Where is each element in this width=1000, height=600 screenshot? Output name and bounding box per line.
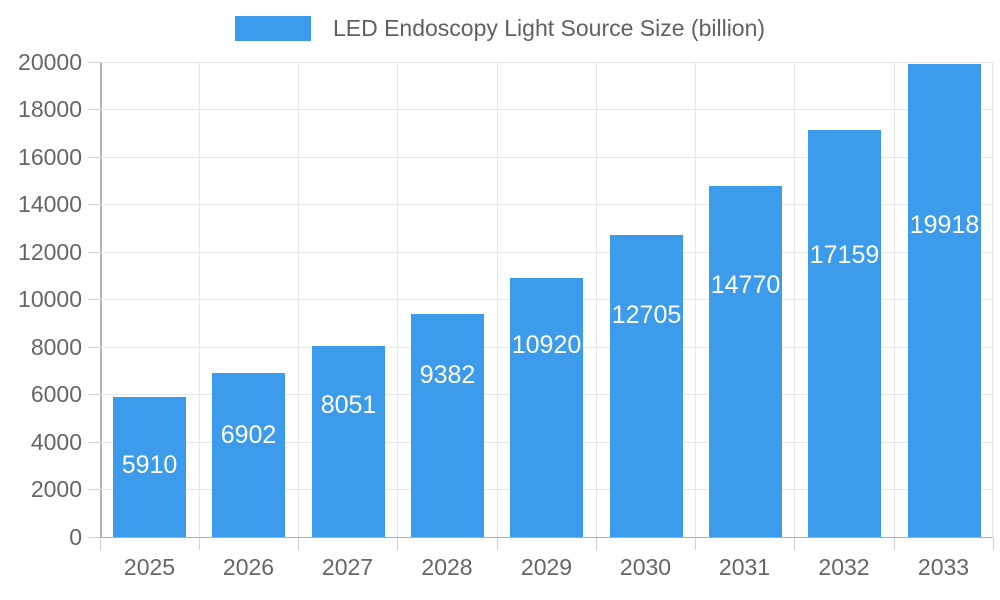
- bar-value-2027: 8051: [320, 391, 377, 419]
- ytick-label-6000: 6000: [30, 381, 82, 407]
- gridline-v-6: [695, 62, 696, 537]
- bar-2033[interactable]: [908, 64, 981, 537]
- bar-value-2028: 9382: [419, 361, 476, 389]
- xtick-label-2029: 2029: [520, 554, 573, 580]
- bar-2026[interactable]: [212, 373, 285, 537]
- bar-value-2031: 14770: [710, 271, 781, 299]
- ytick-mark-6000: [88, 394, 100, 395]
- gridline-v-4: [497, 62, 498, 537]
- xtick-mark-3: [397, 538, 398, 550]
- gridline-v-5: [596, 62, 597, 537]
- ytick-mark-16000: [88, 157, 100, 158]
- ytick-mark-20000: [88, 62, 100, 63]
- xtick-label-2033: 2033: [917, 554, 970, 580]
- xtick-mark-5: [596, 538, 597, 550]
- ytick-mark-4000: [88, 442, 100, 443]
- xtick-label-2031: 2031: [718, 554, 771, 580]
- xtick-mark-1: [199, 538, 200, 550]
- legend-label: LED Endoscopy Light Source Size (billion…: [332, 14, 766, 41]
- gridline-v-1: [199, 62, 200, 537]
- gridline-h-14000: [100, 204, 993, 205]
- ytick-mark-8000: [88, 347, 100, 348]
- chart-legend: LED Endoscopy Light Source Size (billion…: [0, 0, 1000, 56]
- ytick-label-14000: 14000: [18, 191, 82, 217]
- bar-2031[interactable]: [709, 186, 782, 537]
- xtick-mark-7: [794, 538, 795, 550]
- ytick-label-16000: 16000: [18, 144, 82, 170]
- ytick-mark-18000: [88, 109, 100, 110]
- bar-value-2026: 6902: [220, 421, 277, 449]
- xtick-label-2027: 2027: [321, 554, 374, 580]
- ytick-label-18000: 18000: [18, 96, 82, 122]
- xtick-label-2028: 2028: [421, 554, 473, 580]
- xtick-mark-2: [298, 538, 299, 550]
- bar-2025[interactable]: [113, 397, 186, 537]
- gridline-v-8: [894, 62, 895, 537]
- ytick-mark-14000: [88, 204, 100, 205]
- xtick-mark-6: [695, 538, 696, 550]
- ytick-mark-0: [88, 537, 100, 538]
- gridline-v-2: [298, 62, 299, 537]
- xtick-label-2026: 2026: [222, 554, 275, 580]
- bar-2027[interactable]: [312, 346, 385, 537]
- bar-value-2025: 5910: [121, 451, 178, 479]
- bar-value-2029: 10920: [511, 331, 582, 359]
- xtick-label-2030: 2030: [619, 554, 672, 580]
- bar-2028[interactable]: [411, 314, 484, 537]
- ytick-label-20000: 20000: [18, 49, 82, 75]
- plot-area: 5910 6902 8051 9382 10920 12705 14770 17…: [100, 62, 993, 537]
- ytick-label-8000: 8000: [30, 334, 82, 360]
- bar-value-2030: 12705: [611, 301, 682, 329]
- xtick-mark-0: [100, 538, 101, 550]
- gridline-h-16000: [100, 157, 993, 158]
- xtick-label-2025: 2025: [123, 554, 176, 580]
- bar-value-2033: 19918: [909, 211, 980, 239]
- ytick-label-2000: 2000: [30, 476, 82, 502]
- xtick-mark-9: [993, 538, 994, 550]
- gridline-v-7: [794, 62, 795, 537]
- ytick-mark-10000: [88, 299, 100, 300]
- xtick-mark-4: [497, 538, 498, 550]
- legend-color-swatch-icon: [234, 15, 311, 41]
- ytick-mark-12000: [88, 252, 100, 253]
- ytick-label-4000: 4000: [30, 429, 82, 455]
- bar-value-2032: 17159: [809, 241, 880, 269]
- gridline-v-3: [397, 62, 398, 537]
- bar-2029[interactable]: [510, 278, 583, 537]
- gridline-h-20000: [100, 62, 993, 63]
- x-axis-line: [100, 537, 993, 538]
- bar-2030[interactable]: [610, 235, 683, 537]
- legend-entry-led-endoscopy[interactable]: LED Endoscopy Light Source Size (billion…: [234, 14, 766, 41]
- xtick-label-2032: 2032: [818, 554, 870, 580]
- ytick-mark-2000: [88, 489, 100, 490]
- ytick-label-10000: 10000: [18, 286, 82, 312]
- gridline-h-18000: [100, 109, 993, 110]
- ytick-label-12000: 12000: [18, 239, 82, 265]
- ytick-label-0: 0: [69, 524, 82, 550]
- xtick-mark-8: [894, 538, 895, 550]
- gridline-h-12000: [100, 252, 993, 253]
- bar-2032[interactable]: [808, 130, 881, 537]
